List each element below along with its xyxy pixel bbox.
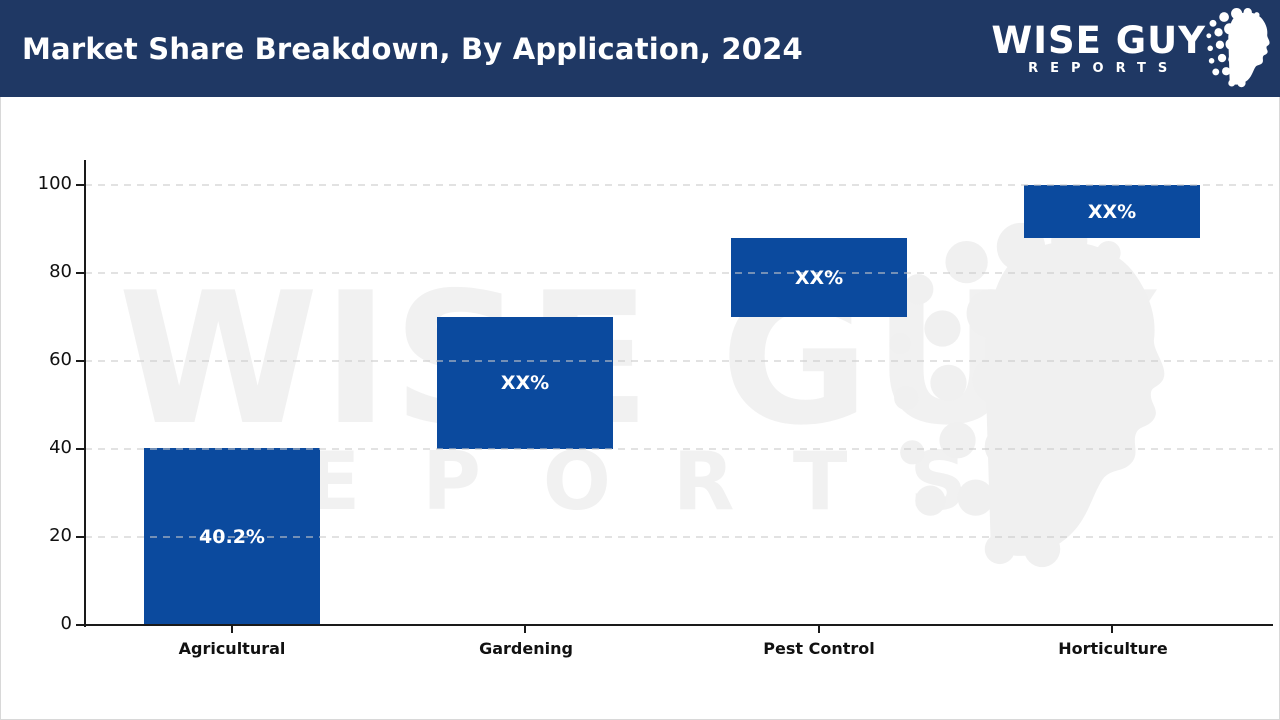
x-tick-1	[524, 626, 526, 633]
y-tick-100	[76, 184, 85, 187]
category-label: Pest Control	[763, 639, 875, 658]
y-tick-label-40: 40	[49, 437, 72, 459]
watermark-head-dots-icon	[876, 222, 1178, 580]
y-tick-label-20: 20	[49, 525, 72, 546]
bar-value-label: XX%	[794, 266, 844, 289]
x-tick-2	[818, 626, 820, 633]
gridline-60	[85, 360, 1273, 363]
bar-pest-control	[731, 238, 907, 317]
bar-value-label: 40.2%	[199, 525, 265, 548]
logo-subtitle: REPORTS	[1028, 61, 1180, 77]
y-axis-spine	[84, 160, 86, 627]
header: Market Share Breakdown, By Application, …	[0, 0, 1280, 97]
category-label: Horticulture	[1058, 639, 1168, 658]
logo-head-dots-icon	[1202, 8, 1274, 90]
gridline-80	[85, 272, 1273, 275]
category-label: Gardening	[479, 639, 573, 658]
x-axis-spine	[84, 624, 1273, 626]
gridline-40	[85, 448, 1273, 451]
bar-gardening	[437, 317, 613, 449]
x-tick-0	[231, 626, 233, 633]
y-tick-20	[76, 536, 85, 538]
y-tick-label-80: 80	[49, 261, 72, 283]
x-tick-3	[1111, 626, 1113, 633]
bar-value-label: XX%	[500, 372, 550, 394]
gridline-20	[85, 536, 1273, 538]
y-tick-label-60: 60	[49, 349, 72, 371]
category-label: Agricultural	[178, 639, 286, 658]
bar-horticulture	[1024, 185, 1200, 238]
page-title: Market Share Breakdown, By Application, …	[22, 31, 803, 66]
bar-value-label: XX%	[1087, 200, 1137, 223]
wise-guy-reports-logo: WISE GUY REPORTS	[991, 6, 1274, 92]
y-tick-0	[76, 624, 85, 626]
logo-text: WISE GUY REPORTS	[991, 18, 1206, 77]
y-tick-40	[76, 448, 85, 451]
y-tick-60	[76, 360, 85, 363]
y-tick-label-0: 0	[60, 613, 72, 634]
plot-area: 40.2% Agricultural XX% Gardening XX% Pest Con…	[76, 160, 1273, 658]
logo-wordmark: WISE GUY	[991, 18, 1206, 62]
gridline-100	[85, 184, 1273, 187]
y-tick-80	[76, 272, 85, 275]
y-tick-label-100: 100	[37, 173, 72, 195]
